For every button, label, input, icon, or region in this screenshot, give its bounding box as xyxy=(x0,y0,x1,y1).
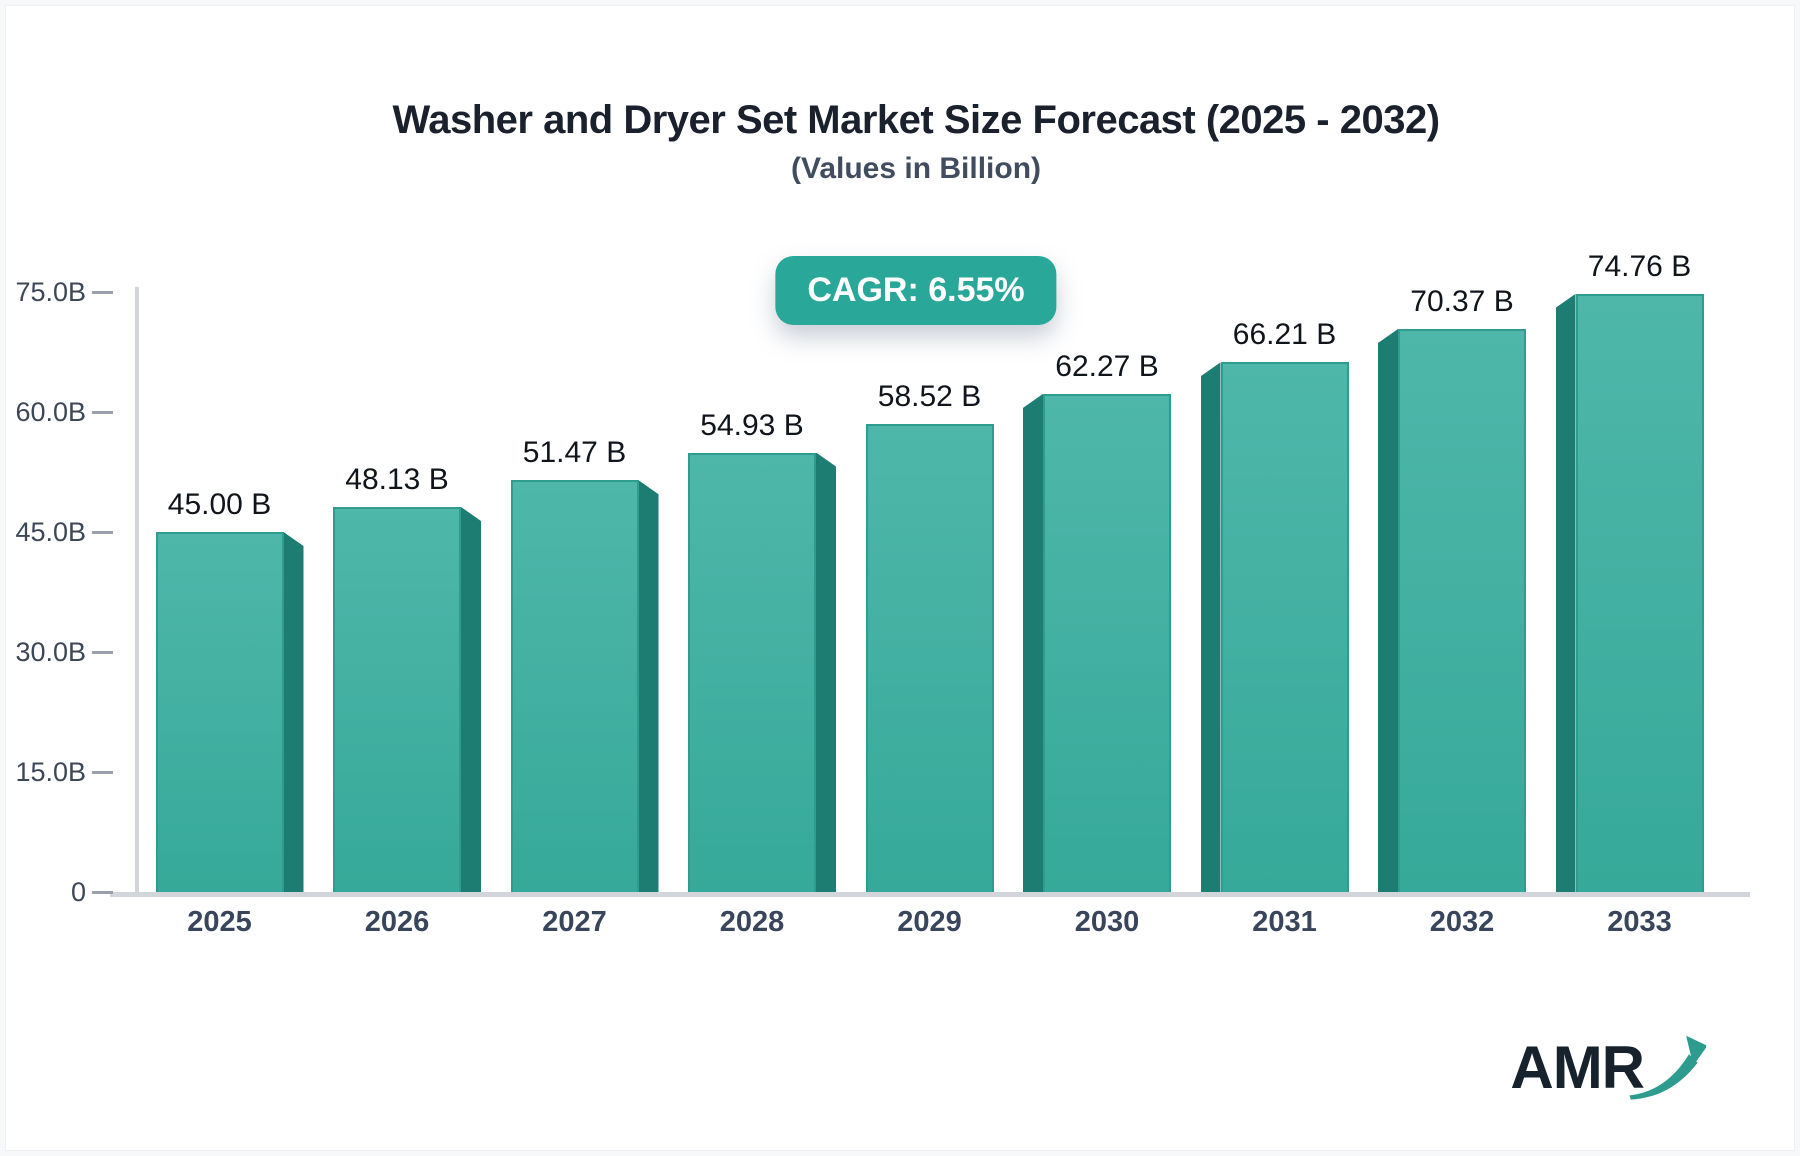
bar-value-label: 74.76 B xyxy=(1587,249,1692,283)
bar-2028 xyxy=(688,452,816,892)
x-tick-label: 2031 xyxy=(1252,906,1317,938)
x-tick-label: 2028 xyxy=(719,906,785,938)
bar-2033 xyxy=(1575,293,1704,892)
bar-value-label: 45.00 B xyxy=(167,488,272,521)
x-tick-label: 2033 xyxy=(1607,906,1672,938)
bar-chart-plot: 75.0B 60.0B 45.0B 30.0B 15.0B 0 45.00 B 48.13 … xyxy=(6,6,1794,1150)
bar-2030-3d-side xyxy=(1023,393,1043,892)
x-tick-label: 2025 xyxy=(187,906,252,938)
x-tick-label: 2029 xyxy=(897,906,962,938)
y-tick-mark xyxy=(92,771,113,774)
y-tick-mark xyxy=(92,651,113,654)
y-tick-label: 15.0B xyxy=(15,757,86,787)
y-tick-mark xyxy=(92,531,113,534)
bar-2028-3d-side xyxy=(816,452,836,892)
chart-title: Washer and Dryer Set Market Size Forecas… xyxy=(392,98,1440,142)
y-tick-label: 0 xyxy=(70,877,86,907)
bar-2025-3d-side xyxy=(283,532,304,892)
bar-2030 xyxy=(1043,393,1171,892)
y-tick-label: 45.0B xyxy=(15,517,86,547)
bar-2027 xyxy=(510,480,639,892)
bar-value-label: 48.13 B xyxy=(345,462,449,496)
bar-value-label: 66.21 B xyxy=(1232,318,1337,352)
bar-value-label: 51.47 B xyxy=(522,436,627,470)
bar-2033-3d-side xyxy=(1555,293,1576,892)
bar-2031 xyxy=(1220,362,1349,892)
bar-value-label: 54.93 B xyxy=(700,408,804,442)
amr-logo: AMR xyxy=(1510,1034,1706,1102)
bar-2031-3d-side xyxy=(1200,362,1221,892)
bar-value-label: 62.27 B xyxy=(1055,349,1159,383)
y-tick-mark xyxy=(92,411,113,414)
bar-2032 xyxy=(1398,329,1526,892)
bar-2027-3d-side xyxy=(638,480,659,892)
y-tick-mark xyxy=(92,891,113,894)
bar-2026-3d-side xyxy=(461,506,481,892)
x-tick-label: 2030 xyxy=(1074,906,1140,938)
x-axis-line xyxy=(110,892,1750,897)
x-tick-label: 2026 xyxy=(364,906,430,938)
bar-2025 xyxy=(155,532,284,892)
y-tick-label: 60.0B xyxy=(15,397,86,427)
bar-2032-3d-side xyxy=(1378,329,1398,892)
cagr-badge: CAGR: 6.55% xyxy=(775,256,1057,325)
y-tick-mark xyxy=(92,291,113,294)
growth-arrow-icon xyxy=(1629,1035,1706,1100)
y-tick-label: 75.0B xyxy=(15,277,86,307)
bar-value-label: 70.37 B xyxy=(1410,285,1514,319)
bar-2026 xyxy=(333,506,461,892)
chart-card: Washer and Dryer Set Market Size Forecas… xyxy=(5,5,1795,1151)
chart-subtitle: (Values in Billion) xyxy=(790,152,1042,185)
bar-2029 xyxy=(865,423,994,892)
x-tick-label: 2027 xyxy=(542,906,607,938)
y-axis-line xyxy=(135,287,139,892)
amr-logo-text: AMR xyxy=(1510,1034,1645,1101)
x-tick-label: 2032 xyxy=(1429,906,1495,938)
y-tick-label: 30.0B xyxy=(15,637,86,667)
bar-value-label: 58.52 B xyxy=(877,379,982,413)
